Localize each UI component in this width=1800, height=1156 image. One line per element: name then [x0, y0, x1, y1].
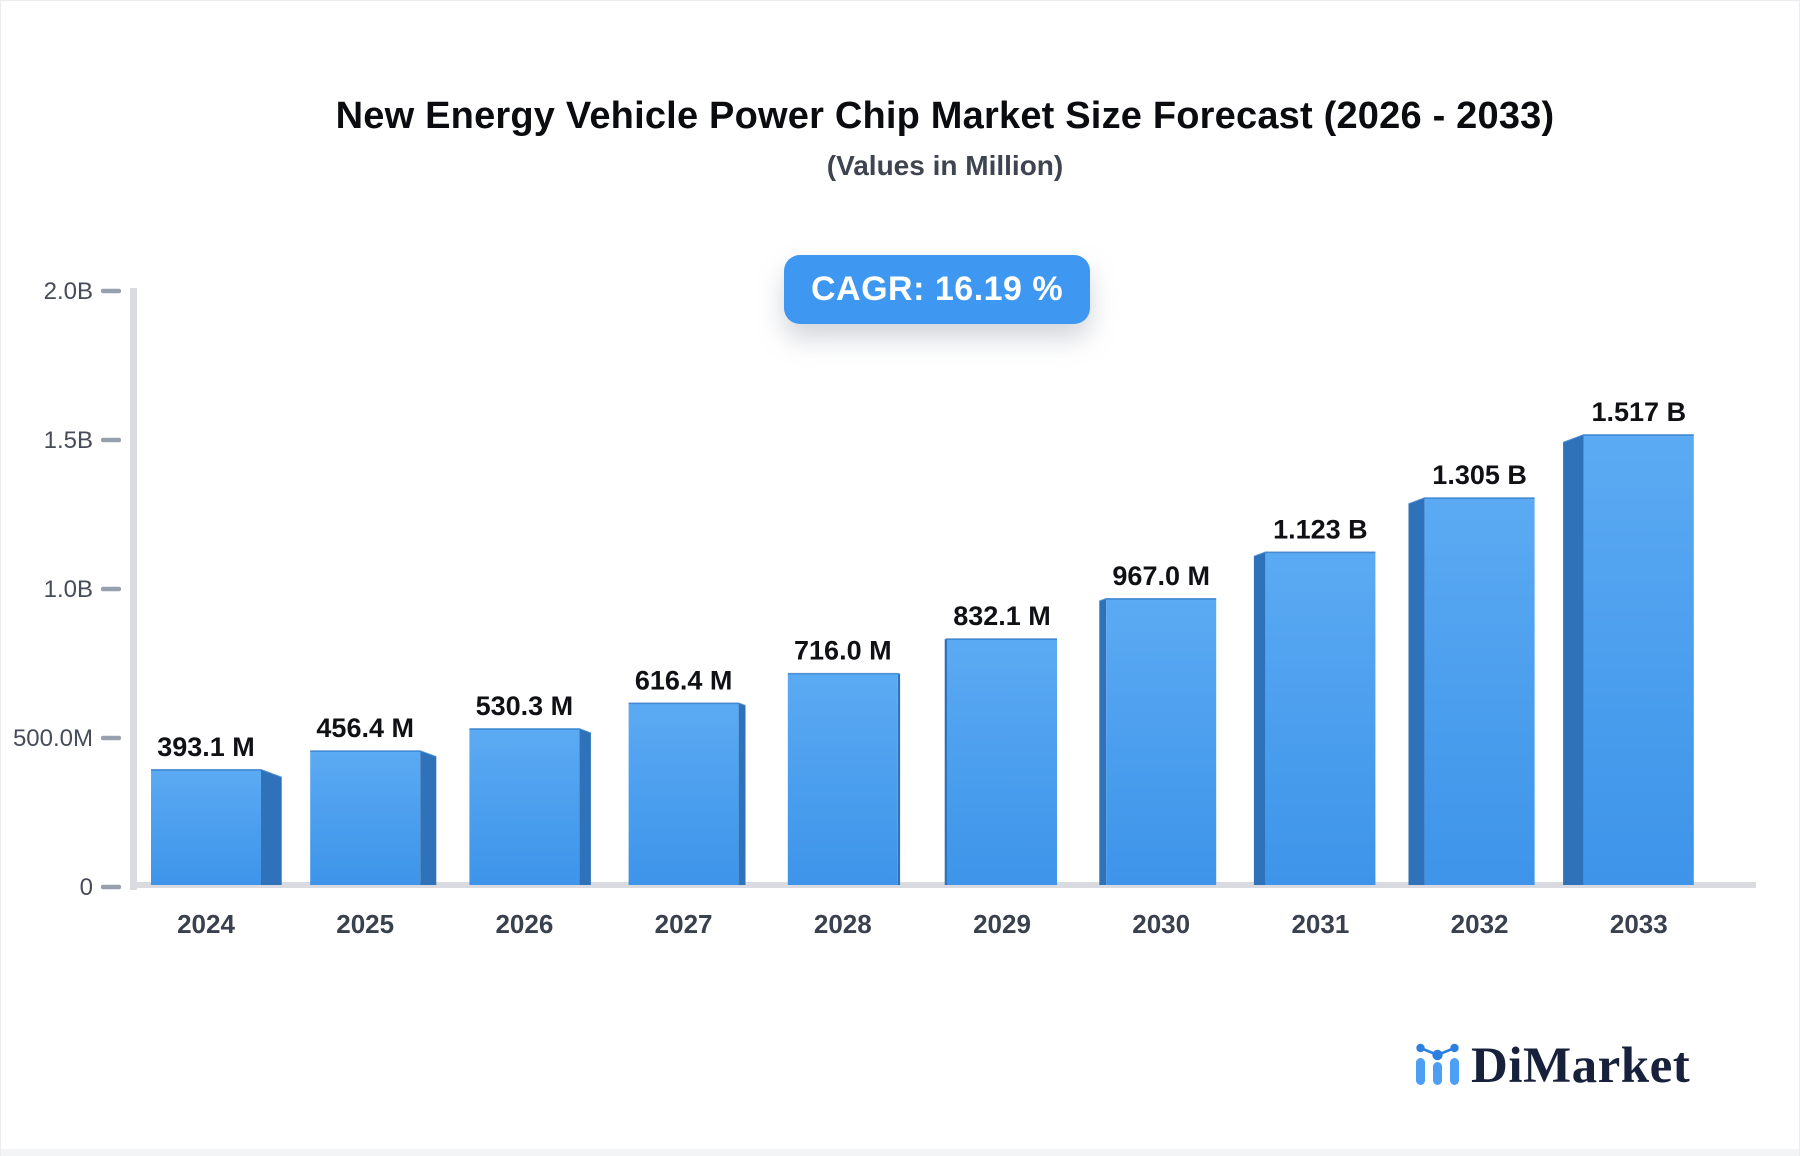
bar-value-label: 1.517 B — [1592, 397, 1687, 427]
bar-side-face — [944, 639, 947, 885]
bar-side-face — [738, 703, 746, 885]
bar-value-label: 1.123 B — [1273, 514, 1368, 544]
bar-front-face — [151, 769, 261, 885]
y-tick-label: 1.5B — [44, 427, 93, 454]
y-tick-mark — [101, 437, 121, 443]
bar-2027 — [628, 702, 746, 885]
bar-front-face — [310, 750, 421, 885]
x-category-label: 2031 — [1291, 909, 1349, 939]
x-category-label: 2029 — [973, 909, 1031, 939]
y-tick-label: 1.0B — [44, 576, 93, 603]
y-tick-mark — [101, 884, 121, 890]
bar-front-face — [1106, 598, 1217, 885]
x-category-label: 2024 — [177, 909, 235, 939]
y-tick-mark — [101, 288, 121, 294]
y-tick-mark — [101, 735, 121, 741]
y-tick-label: 2.0B — [44, 278, 93, 305]
dimarket-logo-text: DiMarket — [1471, 1038, 1691, 1094]
bar-top-edge — [151, 769, 282, 779]
bar-top-edge — [1408, 497, 1535, 505]
bar-2029 — [944, 638, 1057, 885]
bar-value-label: 716.0 M — [794, 636, 892, 666]
bar-top-edge — [1099, 598, 1217, 603]
bar-top-edge — [469, 728, 592, 734]
x-category-label: 2030 — [1132, 909, 1190, 939]
dimarket-logo-icon — [1416, 1043, 1459, 1085]
bar-side-face — [1408, 498, 1425, 885]
bar-side-face — [1099, 598, 1107, 885]
bar-side-face — [1253, 552, 1266, 885]
bar-value-label: 832.1 M — [953, 601, 1051, 631]
bar-value-label: 616.4 M — [635, 665, 733, 695]
bar-front-face — [628, 703, 739, 885]
y-tick-label: 500.0M — [13, 725, 93, 752]
bar-front-face — [947, 639, 1057, 885]
bar-top-edge — [1562, 434, 1694, 444]
bar-front-face — [1265, 552, 1376, 885]
y-axis-line — [130, 288, 137, 890]
bar-2030 — [1099, 598, 1217, 885]
x-category-label: 2025 — [336, 909, 394, 939]
chart-subtitle: (Values in Million) — [826, 150, 1064, 181]
y-tick-label: 0 — [80, 874, 93, 901]
x-category-label: 2026 — [495, 909, 553, 939]
bar-value-label: 530.3 M — [476, 691, 574, 721]
bar-2025 — [310, 750, 437, 885]
bar-front-face — [469, 728, 580, 885]
bar-2031 — [1253, 551, 1376, 885]
bar-top-edge — [787, 672, 901, 676]
chart-title: New Energy Vehicle Power Chip Market Siz… — [335, 95, 1555, 137]
bar-value-label: 1.305 B — [1432, 460, 1527, 490]
bar-top-edge — [628, 702, 746, 707]
bar-front-face — [1583, 434, 1694, 885]
bar-2026 — [469, 728, 592, 885]
bar-value-label: 967.0 M — [1112, 561, 1210, 591]
bar-front-face — [787, 673, 898, 885]
bar-2024 — [151, 769, 282, 885]
bar-side-face — [1563, 434, 1584, 885]
y-tick-mark — [101, 586, 121, 592]
bar-top-edge — [944, 638, 1057, 641]
bar-value-label: 456.4 M — [316, 713, 414, 743]
x-category-label: 2028 — [814, 909, 872, 939]
chart-header: New Energy Vehicle Power Chip Market Siz… — [1, 95, 1799, 182]
bar-side-face — [420, 750, 437, 885]
bar-side-face — [261, 769, 282, 885]
x-category-label: 2027 — [655, 909, 713, 939]
x-category-label: 2033 — [1610, 909, 1668, 939]
x-axis-baseline — [130, 882, 1756, 888]
bar-top-edge — [1253, 551, 1376, 558]
bar-value-label: 393.1 M — [157, 732, 255, 762]
x-category-label: 2032 — [1451, 909, 1509, 939]
bar-side-face — [897, 673, 901, 885]
bar-2028 — [787, 672, 901, 885]
bar-top-edge — [310, 750, 437, 758]
bar-2032 — [1408, 497, 1535, 885]
bar-side-face — [579, 728, 591, 885]
bar-front-face — [1424, 498, 1535, 885]
cagr-badge: CAGR: 16.19 % — [784, 255, 1091, 324]
bar-2033 — [1562, 434, 1694, 885]
dimarket-logo: DiMarket — [1415, 1041, 1690, 1092]
